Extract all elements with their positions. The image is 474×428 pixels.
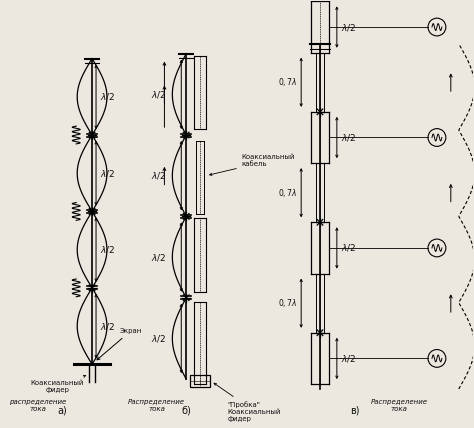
Text: Распределение
тока: Распределение тока [371, 399, 428, 412]
Text: а): а) [57, 406, 67, 416]
Text: Экран: Экран [97, 328, 142, 360]
Text: $0,7\lambda$: $0,7\lambda$ [278, 187, 297, 199]
Text: $\lambda$/2: $\lambda$/2 [100, 321, 115, 332]
Text: Распределение
тока: Распределение тока [128, 399, 185, 412]
Text: $\lambda$/2: $\lambda$/2 [151, 170, 166, 181]
Text: $\lambda$/2: $\lambda$/2 [341, 353, 356, 364]
Text: $\lambda$/2: $\lambda$/2 [341, 132, 356, 143]
Text: $\lambda$/2: $\lambda$/2 [151, 333, 166, 344]
Text: в): в) [350, 406, 359, 416]
Text: Коаксиальный
фидер: Коаксиальный фидер [31, 375, 86, 393]
Text: $\lambda$/2: $\lambda$/2 [151, 252, 166, 262]
Text: $0,7\lambda$: $0,7\lambda$ [278, 76, 297, 88]
Text: $\lambda$/2: $\lambda$/2 [341, 242, 356, 253]
Text: Коаксиальный
кабель: Коаксиальный кабель [210, 155, 295, 175]
Text: $\lambda$/2: $\lambda$/2 [100, 168, 115, 179]
Text: $\lambda$/2: $\lambda$/2 [151, 89, 166, 100]
Text: распределение
тока: распределение тока [9, 399, 66, 412]
Text: $\lambda$/2: $\lambda$/2 [100, 91, 115, 102]
Bar [190, 375, 210, 387]
Text: $\lambda$/2: $\lambda$/2 [100, 244, 115, 255]
Text: б): б) [181, 406, 191, 416]
Text: "Пробка"
Коаксиальный
фидер: "Пробка" Коаксиальный фидер [214, 383, 281, 422]
Text: $0,7\lambda$: $0,7\lambda$ [278, 297, 297, 309]
Text: $\lambda$/2: $\lambda$/2 [341, 21, 356, 33]
